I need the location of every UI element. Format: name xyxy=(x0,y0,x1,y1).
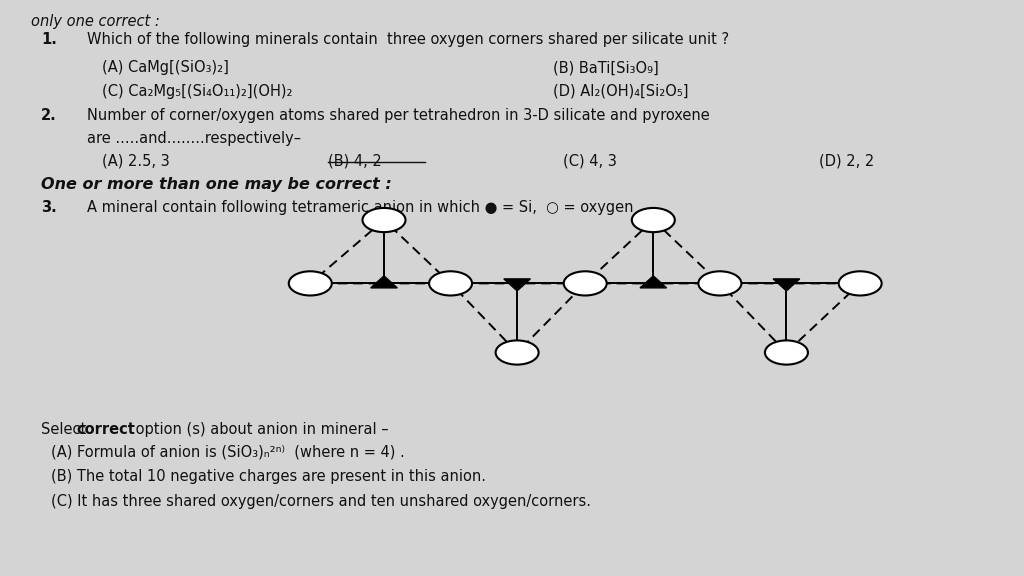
Polygon shape xyxy=(371,276,397,288)
Text: A mineral contain following tetrameric anion in which ● = Si,  ○ = oxygen: A mineral contain following tetrameric a… xyxy=(87,200,634,215)
Text: (D) 2, 2: (D) 2, 2 xyxy=(819,154,874,169)
Polygon shape xyxy=(504,279,530,291)
Circle shape xyxy=(632,208,675,232)
Text: (B) The total 10 negative charges are present in this anion.: (B) The total 10 negative charges are pr… xyxy=(51,469,486,484)
Text: 3.: 3. xyxy=(41,200,56,215)
Circle shape xyxy=(429,271,472,295)
Text: Select: Select xyxy=(41,422,91,437)
Text: option (s) about anion in mineral –: option (s) about anion in mineral – xyxy=(131,422,389,437)
Text: (D) Al₂(OH)₄[Si₂O₅]: (D) Al₂(OH)₄[Si₂O₅] xyxy=(553,84,688,98)
Text: (B) 4, 2: (B) 4, 2 xyxy=(328,154,381,169)
Text: (A) CaMg[(SiO₃)₂]: (A) CaMg[(SiO₃)₂] xyxy=(102,60,229,75)
Text: (A) Formula of anion is (SiO₃)ₙ²ⁿ⁾  (where n = 4) .: (A) Formula of anion is (SiO₃)ₙ²ⁿ⁾ (wher… xyxy=(51,445,404,460)
Text: correct: correct xyxy=(77,422,135,437)
Circle shape xyxy=(698,271,741,295)
Text: 2.: 2. xyxy=(41,108,56,123)
Text: are .....and........respectively–: are .....and........respectively– xyxy=(87,131,301,146)
Circle shape xyxy=(289,271,332,295)
Text: (C) It has three shared oxygen/corners and ten unshared oxygen/corners.: (C) It has three shared oxygen/corners a… xyxy=(51,494,591,509)
Circle shape xyxy=(362,208,406,232)
Text: (A) 2.5, 3: (A) 2.5, 3 xyxy=(102,154,170,169)
Polygon shape xyxy=(640,276,667,288)
Circle shape xyxy=(765,340,808,365)
Polygon shape xyxy=(773,279,800,291)
Text: Which of the following minerals contain  three oxygen corners shared per silicat: Which of the following minerals contain … xyxy=(87,32,729,47)
Circle shape xyxy=(839,271,882,295)
Text: 1.: 1. xyxy=(41,32,57,47)
Circle shape xyxy=(496,340,539,365)
Text: (C) 4, 3: (C) 4, 3 xyxy=(563,154,617,169)
Text: (B) BaTi[Si₃O₉]: (B) BaTi[Si₃O₉] xyxy=(553,60,658,75)
Text: only one correct :: only one correct : xyxy=(31,14,160,29)
Text: Number of corner/oxygen atoms shared per tetrahedron in 3-D silicate and pyroxen: Number of corner/oxygen atoms shared per… xyxy=(87,108,710,123)
Circle shape xyxy=(563,271,606,295)
Text: (C) Ca₂Mg₅[(Si₄O₁₁)₂](OH)₂: (C) Ca₂Mg₅[(Si₄O₁₁)₂](OH)₂ xyxy=(102,84,293,98)
Text: One or more than one may be correct :: One or more than one may be correct : xyxy=(41,177,392,192)
